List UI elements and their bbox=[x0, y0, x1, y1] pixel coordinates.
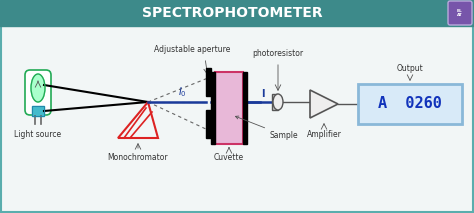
Bar bbox=[32, 106, 44, 116]
Text: Monochromator: Monochromator bbox=[108, 153, 168, 162]
FancyBboxPatch shape bbox=[25, 70, 51, 115]
Polygon shape bbox=[310, 90, 338, 118]
Bar bbox=[32, 106, 44, 116]
Text: Amplifier: Amplifier bbox=[307, 130, 341, 139]
Text: Light source: Light source bbox=[14, 130, 62, 139]
Text: $I_0$: $I_0$ bbox=[178, 85, 186, 99]
Text: Cuvette: Cuvette bbox=[214, 153, 244, 162]
Bar bbox=[211, 72, 215, 144]
Bar bbox=[358, 84, 462, 124]
Text: I: I bbox=[261, 89, 265, 99]
Text: Adjustable aperture: Adjustable aperture bbox=[154, 45, 230, 54]
Text: photoresistor: photoresistor bbox=[253, 49, 303, 58]
Bar bbox=[206, 110, 211, 138]
Bar bbox=[206, 68, 211, 96]
Bar bbox=[215, 72, 243, 144]
FancyBboxPatch shape bbox=[448, 1, 472, 25]
Ellipse shape bbox=[31, 74, 45, 102]
Text: BL
AT: BL AT bbox=[457, 9, 463, 17]
Text: SPECTROPHOTOMETER: SPECTROPHOTOMETER bbox=[142, 6, 322, 20]
Text: Output: Output bbox=[397, 64, 423, 73]
Bar bbox=[243, 72, 247, 144]
Text: Sample: Sample bbox=[236, 116, 299, 140]
Bar bbox=[0, 0, 474, 26]
Text: A  0260: A 0260 bbox=[378, 96, 442, 111]
Ellipse shape bbox=[273, 94, 283, 110]
Bar bbox=[272, 94, 278, 110]
